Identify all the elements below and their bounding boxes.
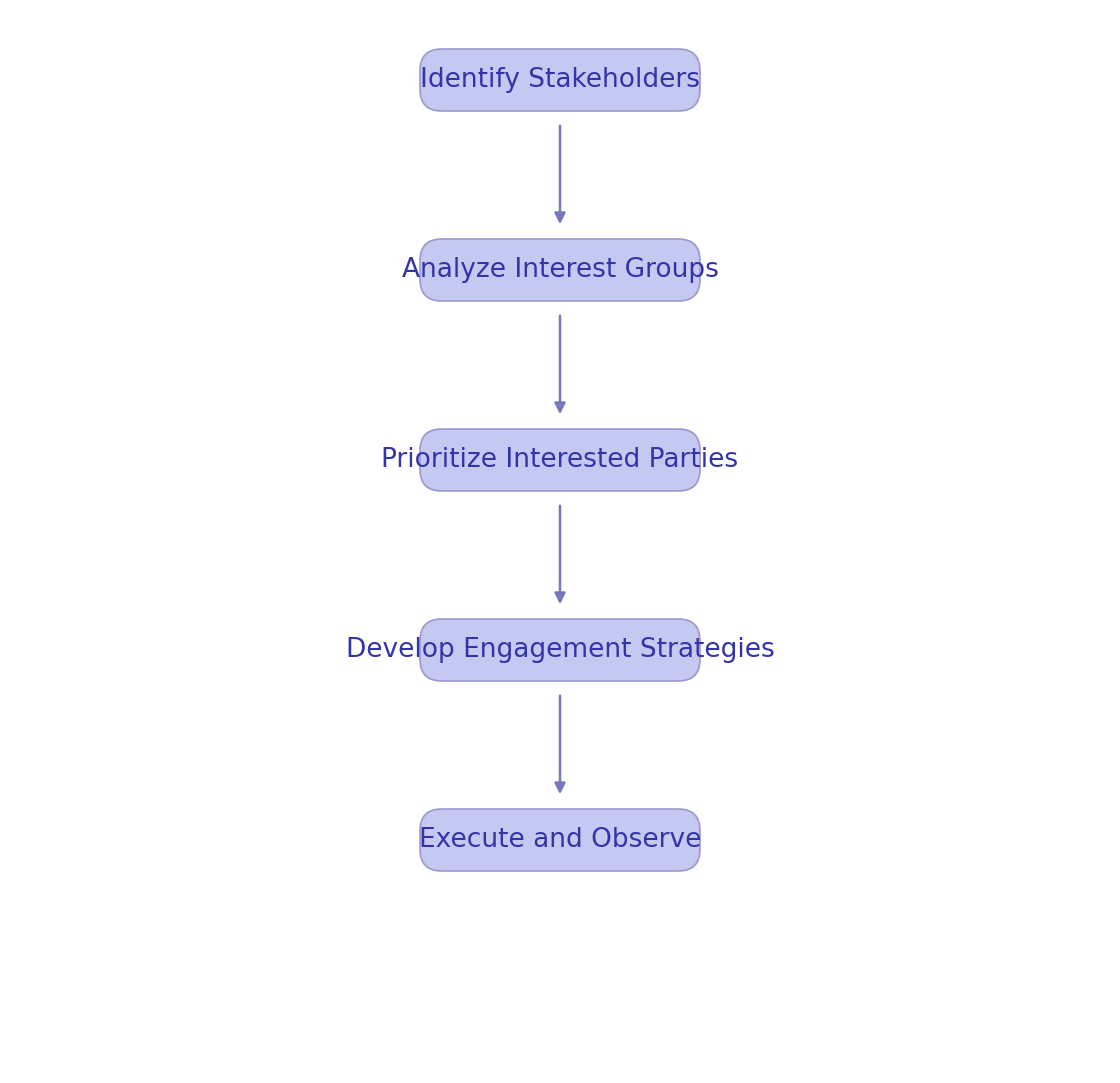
Text: Identify Stakeholders: Identify Stakeholders xyxy=(420,67,700,93)
Text: Analyze Interest Groups: Analyze Interest Groups xyxy=(402,257,718,283)
Text: Execute and Observe: Execute and Observe xyxy=(419,827,701,853)
FancyBboxPatch shape xyxy=(420,429,700,491)
FancyBboxPatch shape xyxy=(420,619,700,681)
FancyBboxPatch shape xyxy=(420,239,700,301)
Text: Prioritize Interested Parties: Prioritize Interested Parties xyxy=(382,447,738,473)
FancyBboxPatch shape xyxy=(420,49,700,110)
Text: Develop Engagement Strategies: Develop Engagement Strategies xyxy=(346,637,774,663)
FancyBboxPatch shape xyxy=(420,809,700,871)
